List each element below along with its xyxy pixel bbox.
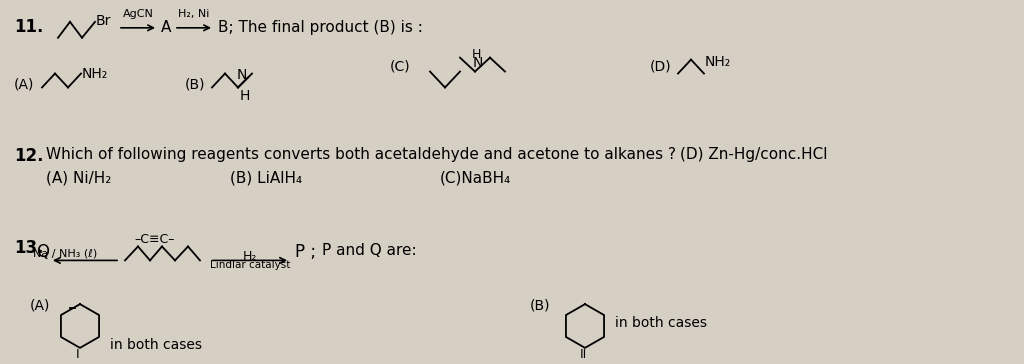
Text: (C)NaBH₄: (C)NaBH₄ (440, 171, 511, 186)
Text: A: A (161, 20, 171, 35)
Text: B; The final product (B) is :: B; The final product (B) is : (218, 20, 423, 35)
Text: (A): (A) (30, 298, 50, 312)
Text: P and Q are:: P and Q are: (322, 242, 417, 257)
Text: (A): (A) (14, 78, 35, 91)
Text: 12.: 12. (14, 147, 43, 165)
Text: (D) Zn-Hg/conc.HCl: (D) Zn-Hg/conc.HCl (680, 147, 827, 162)
Text: Which of following reagents converts both acetaldehyde and acetone to alkanes ?: Which of following reagents converts bot… (46, 147, 676, 162)
Text: (A) Ni/H₂: (A) Ni/H₂ (46, 171, 112, 186)
Text: Lindlar catalyst: Lindlar catalyst (210, 260, 290, 270)
Text: N: N (237, 68, 248, 82)
Text: 11.: 11. (14, 18, 43, 36)
Text: Na / NH₃ (ℓ): Na / NH₃ (ℓ) (33, 249, 97, 258)
Text: (D): (D) (650, 60, 672, 74)
Text: AgCN: AgCN (123, 9, 154, 19)
Text: (C): (C) (390, 60, 411, 74)
Text: (B): (B) (530, 298, 551, 312)
Text: in both cases: in both cases (615, 316, 707, 330)
Text: H₂, Ni: H₂, Ni (178, 9, 210, 19)
Text: 13.: 13. (14, 238, 43, 257)
Text: H: H (240, 90, 251, 103)
Text: in both cases: in both cases (110, 338, 202, 352)
Text: N: N (473, 56, 483, 70)
Text: NH₂: NH₂ (705, 55, 731, 69)
Text: Q: Q (36, 242, 49, 261)
Text: H: H (472, 48, 481, 61)
Text: H₂: H₂ (243, 250, 257, 264)
Text: NH₂: NH₂ (82, 67, 109, 80)
Text: Br: Br (96, 14, 112, 28)
Text: (B): (B) (185, 78, 206, 91)
Text: (B) LiAlH₄: (B) LiAlH₄ (230, 171, 302, 186)
Text: P ;: P ; (295, 242, 316, 261)
Text: II: II (580, 348, 587, 361)
Text: –C≡C–: –C≡C– (135, 233, 175, 246)
Text: I: I (76, 348, 80, 361)
